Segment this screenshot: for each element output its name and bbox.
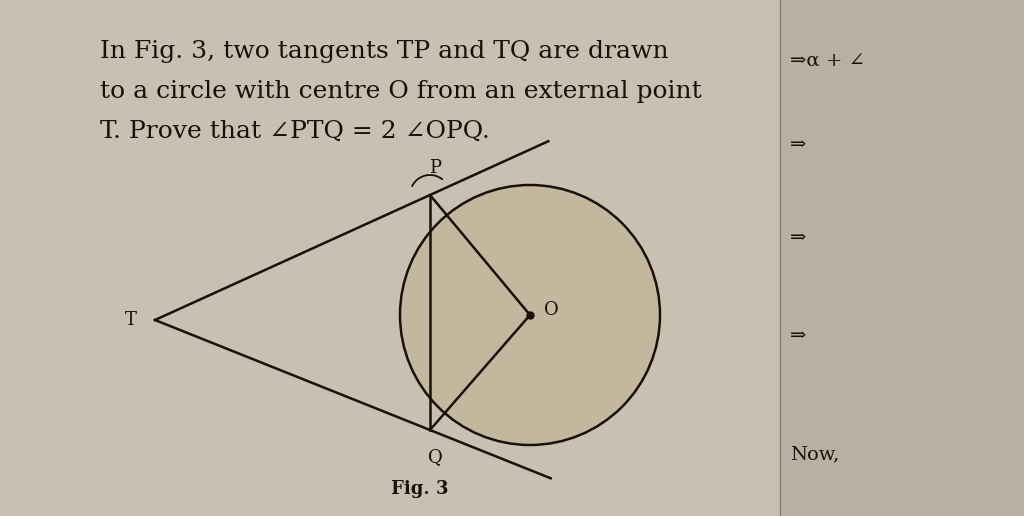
Text: ⇒: ⇒	[790, 229, 806, 246]
Bar	[780, 0, 1024, 516]
Text: Fig. 3: Fig. 3	[391, 480, 449, 498]
Text: ⇒: ⇒	[790, 136, 806, 153]
Text: Q: Q	[428, 448, 442, 466]
Text: ⇒: ⇒	[790, 327, 806, 344]
Text: P: P	[429, 159, 441, 177]
Text: T. Prove that ∠PTQ = 2 ∠OPQ.: T. Prove that ∠PTQ = 2 ∠OPQ.	[100, 120, 489, 143]
Text: T: T	[125, 311, 137, 329]
Text: to a circle with centre O from an external point: to a circle with centre O from an extern…	[100, 80, 701, 103]
Text: O: O	[544, 301, 559, 319]
Text: ⇒α + ∠: ⇒α + ∠	[790, 53, 865, 71]
Text: Now,: Now,	[790, 445, 840, 463]
Circle shape	[400, 185, 660, 445]
Text: In Fig. 3, two tangents TP and TQ are drawn: In Fig. 3, two tangents TP and TQ are dr…	[100, 40, 669, 63]
